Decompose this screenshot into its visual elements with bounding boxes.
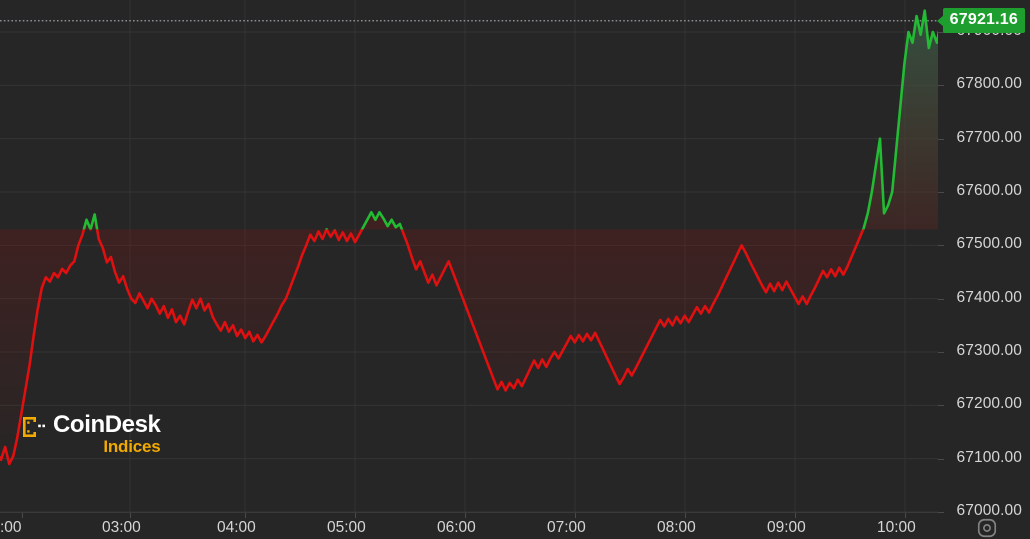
y-axis-tick-label: 67600.00 xyxy=(956,182,1022,199)
x-axis-tick-label: 10:00 xyxy=(877,519,916,536)
axis-divider xyxy=(0,512,938,513)
x-axis-tick-label: 07:00 xyxy=(547,519,586,536)
y-axis-tick-mark xyxy=(938,458,944,460)
x-axis-tick-label: 05:00 xyxy=(327,519,366,536)
y-axis-tick-mark xyxy=(938,352,944,353)
y-axis-tick-mark xyxy=(938,245,944,247)
y-axis-tick-mark xyxy=(938,512,944,513)
x-axis-tick-label: 06:00 xyxy=(437,519,476,536)
price-line-down xyxy=(0,229,865,466)
area-fill-below-reference xyxy=(0,10,938,464)
logo-text: CoinDesk Indices xyxy=(53,411,161,457)
y-axis-tick-label: 67700.00 xyxy=(956,128,1022,146)
coindesk-bracket-icon xyxy=(23,417,45,437)
y-axis-tick-label: 67500.00 xyxy=(956,235,1022,253)
y-axis-tick-label: 67000.00 xyxy=(956,502,1022,519)
x-axis-tick-mark xyxy=(795,513,796,518)
y-axis-tick-label: 67400.00 xyxy=(956,288,1022,306)
current-price-badge: 67921.16 xyxy=(942,7,1025,33)
x-axis-tick-mark xyxy=(575,513,576,518)
y-axis-tick-mark xyxy=(938,192,944,193)
x-axis-tick-mark xyxy=(245,513,246,518)
logo-title: CoinDesk xyxy=(53,411,161,438)
y-axis-tick-label: 67300.00 xyxy=(956,342,1022,359)
x-axis-tick-label: 04:00 xyxy=(217,519,256,536)
coindesk-logo: CoinDesk Indices xyxy=(22,413,161,456)
y-axis-tick-mark xyxy=(938,298,944,300)
x-axis-tick-mark xyxy=(685,513,686,518)
y-axis-tick-mark xyxy=(938,85,944,87)
logo-subtitle: Indices xyxy=(103,437,161,456)
x-axis-tick-mark xyxy=(465,513,466,518)
x-axis-tick-label: 08:00 xyxy=(657,519,696,536)
y-axis-tick-mark xyxy=(938,405,944,407)
y-axis-tick-label: 67200.00 xyxy=(956,395,1022,413)
price-line-svg xyxy=(0,0,938,512)
x-axis-tick-label: :00 xyxy=(0,519,22,536)
x-axis-tick-mark xyxy=(355,513,356,518)
x-axis-tick-mark xyxy=(22,513,23,518)
x-axis-tick-label: 09:00 xyxy=(767,519,806,536)
y-axis-tick-mark xyxy=(938,138,944,140)
y-axis-tick-mark xyxy=(938,32,944,33)
chart-plot-area[interactable] xyxy=(0,0,938,512)
y-axis-tick-label: 67100.00 xyxy=(956,448,1022,466)
y-axis-tick-label: 67800.00 xyxy=(956,75,1022,93)
x-axis-tick-mark xyxy=(130,513,131,518)
x-axis-tick-label: 03:00 xyxy=(102,519,141,536)
gear-icon[interactable] xyxy=(976,517,998,539)
x-axis-tick-mark xyxy=(905,513,906,518)
price-badge-arrow xyxy=(937,14,944,27)
